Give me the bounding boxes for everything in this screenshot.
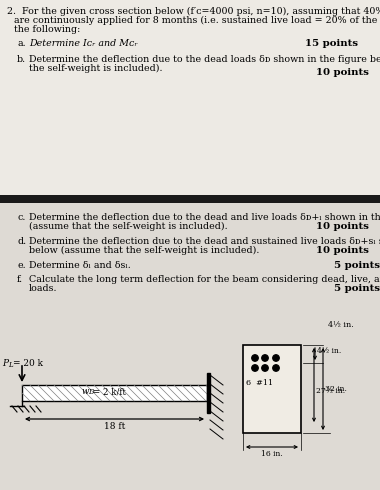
Circle shape — [262, 365, 268, 371]
Text: a.: a. — [17, 39, 25, 48]
Text: Determine the deflection due to the dead loads δᴅ shown in the figure below (ass: Determine the deflection due to the dead… — [29, 55, 380, 64]
Text: P: P — [2, 359, 8, 368]
Text: 5 points: 5 points — [334, 261, 380, 270]
Text: Determine Iᴄᵣ and Mᴄᵣ: Determine Iᴄᵣ and Mᴄᵣ — [29, 39, 138, 48]
Text: c.: c. — [17, 213, 25, 222]
Text: are continuously applied for 8 months (i.e. sustained live load = 20% of the liv: are continuously applied for 8 months (i… — [14, 16, 380, 25]
Text: loads.: loads. — [29, 284, 57, 293]
Bar — [0, 203, 380, 490]
Text: d.: d. — [17, 237, 26, 246]
Circle shape — [252, 365, 258, 371]
Text: 10 points: 10 points — [316, 68, 369, 77]
Text: D: D — [88, 388, 93, 396]
Text: 18 ft: 18 ft — [104, 422, 125, 431]
Text: 27½ in.: 27½ in. — [316, 387, 345, 395]
Text: 4½ in.: 4½ in. — [317, 347, 341, 355]
Text: e.: e. — [17, 261, 25, 270]
Text: 16 in.: 16 in. — [261, 450, 283, 458]
Text: w: w — [82, 387, 89, 396]
Text: Determine the deflection due to the dead and sustained live loads δᴅ+sₗ shown in: Determine the deflection due to the dead… — [29, 237, 380, 246]
Circle shape — [262, 355, 268, 361]
Text: 2.  For the given cross section below (f′ᴄ=4000 psi, n=10), assuming that 40% of: 2. For the given cross section below (f′… — [7, 7, 380, 16]
Text: 4½ in.: 4½ in. — [328, 321, 354, 329]
Text: Calculate the long term deflection for the beam considering dead, live, and sust: Calculate the long term deflection for t… — [29, 275, 380, 284]
Text: 6  #11: 6 #11 — [246, 379, 273, 387]
Circle shape — [252, 355, 258, 361]
Bar — [0, 195, 380, 203]
Circle shape — [273, 355, 279, 361]
Text: = 20 k: = 20 k — [13, 359, 43, 368]
Bar — [243, 345, 301, 433]
Text: the following:: the following: — [14, 25, 81, 34]
Text: b.: b. — [17, 55, 26, 64]
Bar — [22, 385, 207, 401]
Text: L: L — [8, 361, 13, 369]
Text: 5 points: 5 points — [334, 284, 380, 293]
Text: f.: f. — [17, 275, 23, 284]
Text: 32 in.: 32 in. — [325, 385, 347, 393]
Text: = 2 k/ft: = 2 k/ft — [93, 387, 126, 396]
Text: below (assume that the self-weight is included).: below (assume that the self-weight is in… — [29, 246, 260, 255]
Text: Determine δₗ and δsₗ.: Determine δₗ and δsₗ. — [29, 261, 131, 270]
Circle shape — [273, 365, 279, 371]
Text: the self-weight is included).: the self-weight is included). — [29, 64, 163, 73]
Text: 10 points: 10 points — [316, 246, 369, 255]
Bar — [0, 0, 380, 195]
Text: 10 points: 10 points — [316, 222, 369, 231]
Text: 15 points: 15 points — [305, 39, 358, 48]
Text: Determine the deflection due to the dead and live loads δᴅ+ₗ shown in the figure: Determine the deflection due to the dead… — [29, 213, 380, 222]
Bar — [207, 373, 210, 413]
Text: (assume that the self-weight is included).: (assume that the self-weight is included… — [29, 222, 228, 231]
